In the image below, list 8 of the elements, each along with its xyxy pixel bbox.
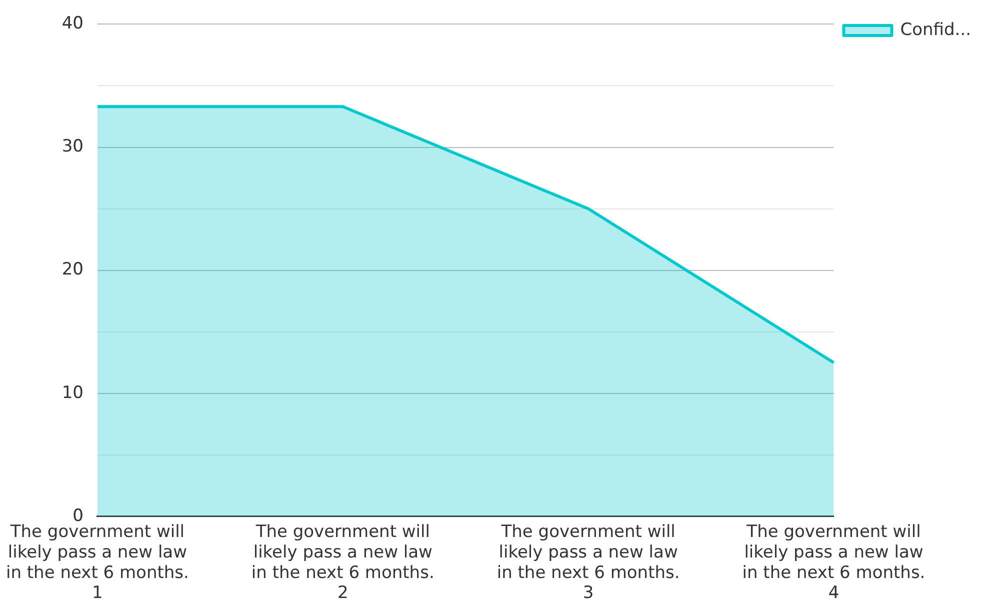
y-tick-label: 20	[62, 260, 84, 280]
legend-label: Confid...	[900, 20, 972, 40]
y-tick-label: 10	[62, 382, 84, 403]
x-tick-label: The government will likely pass a new law in the next 6 months. 3	[496, 522, 680, 604]
x-tick-label: The government will likely pass a new law in the next 6 months. 2	[251, 522, 434, 604]
y-tick-label: 30	[62, 136, 84, 157]
y-tick-label: 40	[62, 14, 84, 34]
x-tick-label: The government will likely pass a new law in the next 6 months. 4	[742, 522, 926, 604]
